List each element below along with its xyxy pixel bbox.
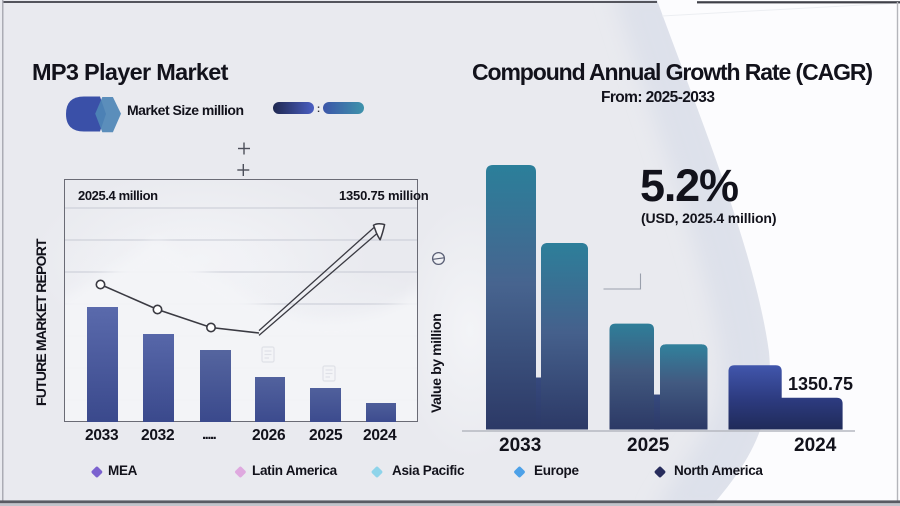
svg-text::: : [317,104,320,115]
